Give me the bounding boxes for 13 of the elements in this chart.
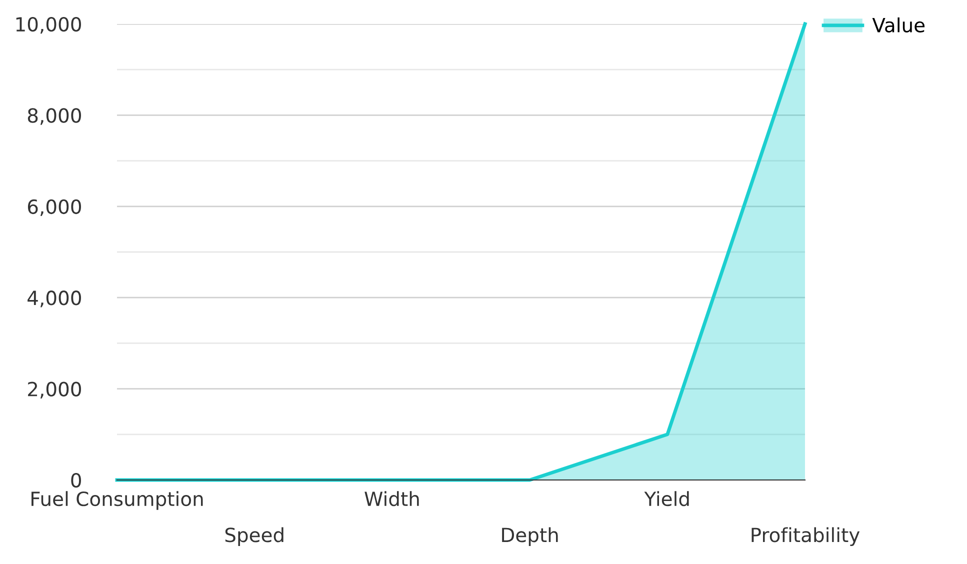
x-tick-label: Profitability [752,527,860,546]
y-tick-label: 6,000 [28,199,81,216]
x-tick-label: Yield [644,491,689,506]
x-tick-label: Width [364,491,419,506]
x-tick-label: Depth [502,527,558,546]
y-tick-label: 0 [71,472,81,488]
legend-label: Value [872,17,925,32]
x-tick-label: Fuel Consumption [32,491,203,510]
y-tick-label: 8,000 [28,108,81,125]
y-tick-label: 4,000 [28,290,81,308]
x-tick-label: Speed [225,527,284,546]
y-tick-label: 10,000 [16,16,81,34]
y-tick-label: 2,000 [28,382,81,398]
